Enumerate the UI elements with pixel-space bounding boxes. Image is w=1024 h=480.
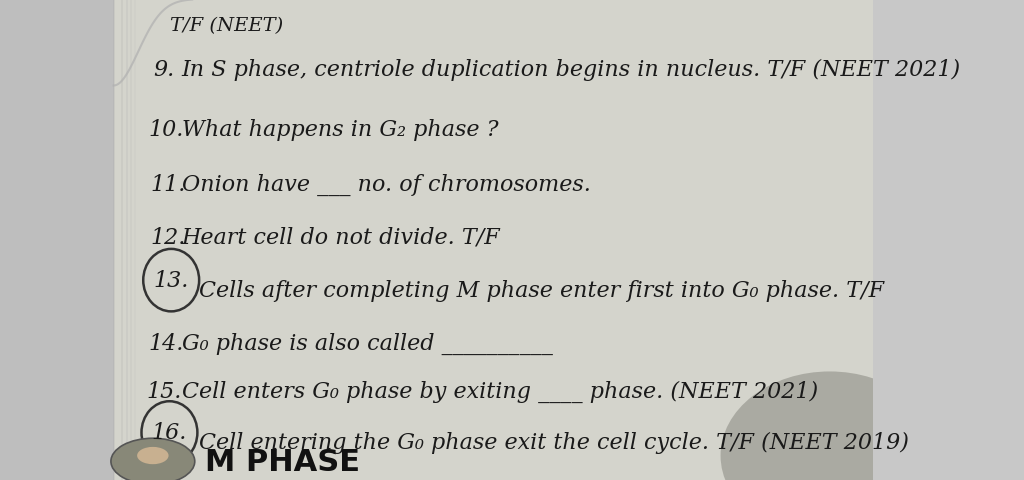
Text: 10.: 10. — [148, 119, 184, 141]
Text: In S phase, centriole duplication begins in nucleus. T/F (NEET 2021): In S phase, centriole duplication begins… — [181, 59, 961, 81]
Text: 13.: 13. — [154, 270, 188, 291]
Text: What happens in G₂ phase ?: What happens in G₂ phase ? — [181, 119, 498, 141]
Circle shape — [137, 447, 169, 464]
Text: 12.: 12. — [151, 227, 185, 248]
Text: Cell enters G₀ phase by exiting ____ phase. (NEET 2021): Cell enters G₀ phase by exiting ____ pha… — [181, 380, 818, 402]
Text: 16.: 16. — [152, 421, 187, 444]
Circle shape — [111, 438, 195, 480]
Text: Cell entering the G₀ phase exit the cell cycle. T/F (NEET 2019): Cell entering the G₀ phase exit the cell… — [199, 431, 909, 453]
Text: 9.: 9. — [153, 59, 174, 81]
Text: Onion have ___ no. of chromosomes.: Onion have ___ no. of chromosomes. — [181, 174, 591, 196]
Text: 14.: 14. — [148, 332, 184, 354]
Text: Cells after completing M phase enter first into G₀ phase. T/F: Cells after completing M phase enter fir… — [199, 279, 885, 301]
Text: G₀ phase is also called __________: G₀ phase is also called __________ — [181, 332, 553, 354]
FancyBboxPatch shape — [0, 0, 873, 480]
Text: 15.: 15. — [146, 380, 182, 402]
Text: Heart cell do not divide. T/F: Heart cell do not divide. T/F — [181, 227, 501, 248]
FancyBboxPatch shape — [0, 0, 114, 480]
Text: 11.: 11. — [151, 174, 185, 196]
Ellipse shape — [721, 372, 939, 480]
Text: T/F (NEET): T/F (NEET) — [170, 17, 284, 35]
Text: M PHASE: M PHASE — [205, 447, 360, 476]
